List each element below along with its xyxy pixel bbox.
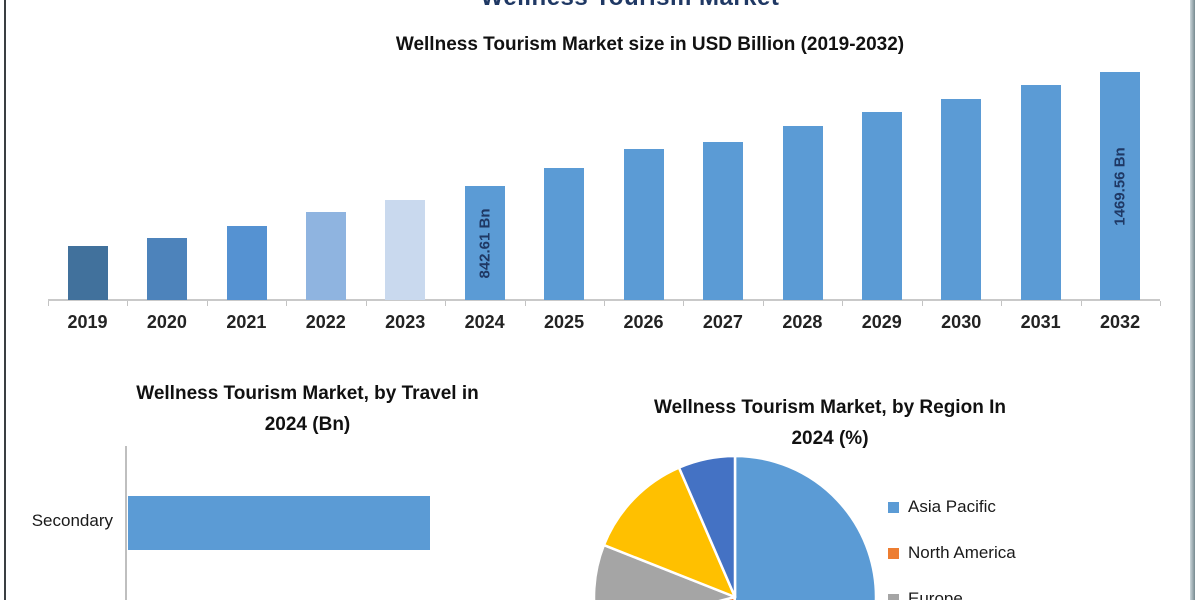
pie-slice-europe xyxy=(592,543,737,600)
x-axis-label-2021: 2021 xyxy=(226,312,267,332)
x-axis-label-2025: 2025 xyxy=(544,312,585,332)
x-axis-label-2022: 2022 xyxy=(305,312,346,332)
column-bar-2020 xyxy=(147,238,188,300)
region-pie-chart: Wellness Tourism Market, by Region In 20… xyxy=(560,370,1200,600)
bar-value-label-2024: 842.61 Bn xyxy=(476,207,494,279)
legend-swatch-icon xyxy=(888,501,899,513)
x-axis-label-2027: 2027 xyxy=(702,312,743,332)
y-axis-line xyxy=(125,446,127,600)
pie-chart-title-line1: Wellness Tourism Market, by Region In xyxy=(654,397,1006,418)
category-label-secondary: Secondary xyxy=(31,511,113,530)
x-axis-label-2020: 2020 xyxy=(146,312,187,332)
column-bar-2030 xyxy=(941,99,982,300)
x-axis-tick xyxy=(48,301,49,306)
pie-slice-asia-pacific xyxy=(733,454,878,600)
x-axis-label-2019: 2019 xyxy=(67,312,108,332)
x-axis-label-2024: 2024 xyxy=(464,312,505,332)
legend-label: Asia Pacific xyxy=(908,497,996,516)
column-bar-2027 xyxy=(703,142,744,300)
x-axis-tick xyxy=(762,301,764,306)
column-chart-title: Wellness Tourism Market size in USD Bill… xyxy=(395,34,905,55)
legend-swatch-icon xyxy=(888,593,899,600)
column-bar-2021 xyxy=(226,226,267,300)
legend-item-europe: Europe xyxy=(888,589,963,600)
cropped-main-title: Wellness Tourism Market xyxy=(0,0,1200,12)
pie-slice--unlabeled-dark-blue-segment- xyxy=(677,454,737,599)
pie-chart-title: Wellness Tourism Market, by Region In 20… xyxy=(560,392,1100,454)
x-axis-tick xyxy=(127,301,129,306)
column-bar-2028 xyxy=(782,126,823,300)
x-axis-label-2031: 2031 xyxy=(1020,312,1061,332)
column-bar-2031 xyxy=(1020,85,1061,300)
x-axis-line xyxy=(48,299,1160,301)
x-axis-tick xyxy=(921,301,923,306)
x-axis-tick xyxy=(365,301,367,306)
column-bar-2025 xyxy=(544,168,585,300)
column-bar-2026 xyxy=(623,149,664,300)
x-axis-label-2029: 2029 xyxy=(861,312,902,332)
x-axis-tick xyxy=(604,301,605,306)
x-axis-label-2026: 2026 xyxy=(623,312,664,332)
legend-label: North America xyxy=(908,543,1016,562)
market-size-column-chart: Wellness Tourism Market size in USD Bill… xyxy=(48,34,1161,332)
x-axis-tick xyxy=(683,301,685,306)
x-axis-tick xyxy=(1160,301,1161,306)
x-axis-tick xyxy=(842,301,844,306)
left-border-line xyxy=(4,0,6,600)
x-axis-label-2030: 2030 xyxy=(941,312,982,332)
column-bar-2023 xyxy=(385,200,426,300)
x-axis-tick xyxy=(206,301,208,306)
x-axis-tick xyxy=(445,301,447,306)
legend-swatch-icon xyxy=(888,547,899,559)
legend-item-asia-pacific: Asia Pacific xyxy=(888,497,996,517)
column-bar-2032 xyxy=(1100,72,1141,300)
travel-bar-chart: Wellness Tourism Market, by Travel in 20… xyxy=(0,370,560,600)
x-axis-label-2028: 2028 xyxy=(782,312,823,332)
right-border-line xyxy=(1190,0,1195,600)
x-axis-tick xyxy=(524,301,526,306)
legend-item-north-america: North America xyxy=(888,543,1016,563)
pie-slice--unlabeled-gold-segment- xyxy=(602,466,737,599)
column-bar-2029 xyxy=(862,112,902,300)
x-axis-tick xyxy=(1001,301,1003,306)
x-axis-tick xyxy=(1080,301,1082,306)
column-bar-2024 xyxy=(464,186,505,300)
pie-chart-title-line2: 2024 (%) xyxy=(791,428,869,449)
travel-chart-title-line1: Wellness Tourism Market, by Travel in xyxy=(136,383,479,404)
pie-graphic xyxy=(592,454,878,600)
bar-value-label-2032: 1469.56 Bn xyxy=(1111,146,1129,226)
x-axis-label-2032: 2032 xyxy=(1100,312,1141,332)
column-bar-2019 xyxy=(67,246,108,300)
travel-chart-title-line2: 2024 (Bn) xyxy=(264,414,351,435)
x-axis-label-2023: 2023 xyxy=(385,312,426,332)
bar-value-label-wrap: 842.61 Bn xyxy=(465,186,505,300)
travel-chart-title: Wellness Tourism Market, by Travel in 20… xyxy=(30,378,585,440)
legend-label: Europe xyxy=(908,589,963,600)
secondary-travel-bar xyxy=(128,496,430,550)
x-axis-tick xyxy=(286,301,288,306)
column-bar-2022 xyxy=(306,212,346,300)
bar-value-label-wrap: 1469.56 Bn xyxy=(1100,72,1140,300)
